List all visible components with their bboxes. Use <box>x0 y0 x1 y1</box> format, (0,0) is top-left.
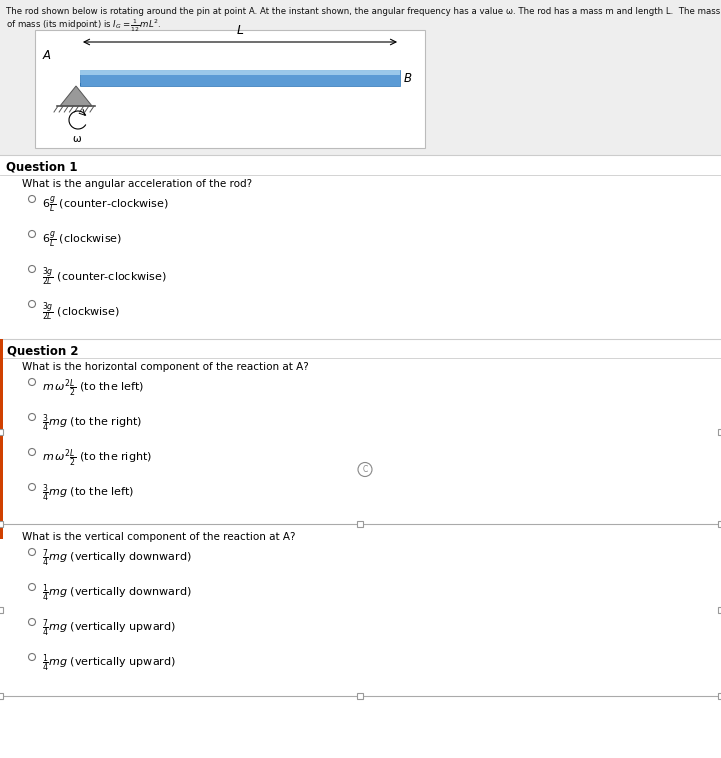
Text: of mass (its midpoint) is $I_G = \frac{1}{12}mL^2$.: of mass (its midpoint) is $I_G = \frac{1… <box>6 18 162 35</box>
Bar <box>357 693 363 699</box>
Bar <box>357 521 363 527</box>
Text: $6\frac{g}{L}$ (clockwise): $6\frac{g}{L}$ (clockwise) <box>42 230 122 250</box>
Bar <box>0 693 3 699</box>
Text: ω: ω <box>73 134 81 144</box>
Text: B: B <box>404 73 412 86</box>
Text: $\frac{7}{4}mg$ (vertically upward): $\frac{7}{4}mg$ (vertically upward) <box>42 618 176 640</box>
Text: $\frac{1}{4}mg$ (vertically upward): $\frac{1}{4}mg$ (vertically upward) <box>42 653 176 675</box>
Bar <box>0 0 721 155</box>
Text: L: L <box>236 24 244 37</box>
Bar <box>0 521 3 527</box>
Text: $\frac{3}{4}mg$ (to the left): $\frac{3}{4}mg$ (to the left) <box>42 483 134 505</box>
Bar <box>80 70 400 75</box>
Text: The rod shown below is rotating around the pin at point A. At the instant shown,: The rod shown below is rotating around t… <box>6 7 721 16</box>
Text: $\frac{3}{4}mg$ (to the right): $\frac{3}{4}mg$ (to the right) <box>42 413 142 434</box>
Bar <box>718 607 721 613</box>
Bar <box>718 521 721 527</box>
Bar <box>0 607 3 613</box>
Text: $m\,\omega^2\frac{L}{2}$ (to the right): $m\,\omega^2\frac{L}{2}$ (to the right) <box>42 448 152 469</box>
Bar <box>80 83 400 86</box>
Text: Question 2: Question 2 <box>7 344 79 357</box>
Polygon shape <box>60 86 92 106</box>
Text: C: C <box>363 465 368 475</box>
Bar <box>0 339 3 524</box>
Text: $\frac{7}{4}mg$ (vertically downward): $\frac{7}{4}mg$ (vertically downward) <box>42 548 192 569</box>
Bar <box>0 428 3 434</box>
Text: $\frac{3g}{2L}$ (clockwise): $\frac{3g}{2L}$ (clockwise) <box>42 300 120 323</box>
Text: $\frac{3g}{2L}$ (counter-clockwise): $\frac{3g}{2L}$ (counter-clockwise) <box>42 265 167 288</box>
Text: Question 1: Question 1 <box>6 161 77 174</box>
Text: A: A <box>43 49 51 62</box>
Text: $\frac{1}{4}mg$ (vertically downward): $\frac{1}{4}mg$ (vertically downward) <box>42 583 192 604</box>
Bar <box>718 428 721 434</box>
Text: $m\,\omega^2\frac{L}{2}$ (to the left): $m\,\omega^2\frac{L}{2}$ (to the left) <box>42 378 144 399</box>
Bar <box>35 30 425 148</box>
Bar <box>80 70 400 86</box>
Bar <box>718 693 721 699</box>
Text: $6\frac{g}{L}$ (counter-clockwise): $6\frac{g}{L}$ (counter-clockwise) <box>42 195 169 215</box>
Bar <box>0 339 3 539</box>
Text: What is the vertical component of the reaction at A?: What is the vertical component of the re… <box>22 532 296 542</box>
Text: What is the horizontal component of the reaction at A?: What is the horizontal component of the … <box>22 362 309 372</box>
Text: What is the angular acceleration of the rod?: What is the angular acceleration of the … <box>22 179 252 189</box>
